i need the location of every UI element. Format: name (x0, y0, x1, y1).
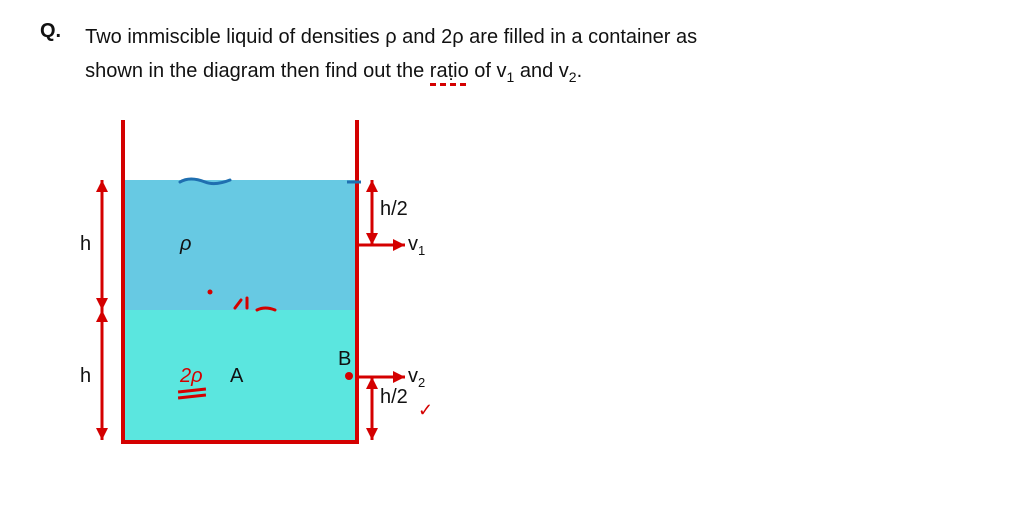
q-ratio: raṭio (430, 60, 469, 82)
label-rho-bottom: 2ρ (180, 365, 203, 388)
label-A: A (230, 365, 243, 388)
diagram-svg (40, 120, 460, 460)
q-line2a: shown in the diagram then find out the (85, 60, 430, 82)
v2-text: v (408, 365, 418, 387)
q-line2end: . (577, 60, 583, 82)
question-text: Two immiscible liquid of densities ρ and… (85, 20, 697, 90)
diagram: h h ρ 2ρ A B h/2 h/2 ✓ v1 v2 (40, 120, 460, 460)
v1-sub: 1 (418, 243, 425, 258)
v1-text: v (408, 233, 418, 255)
q-line2c: and v (514, 60, 568, 82)
h2-tick-icon: ✓ (418, 400, 433, 421)
q-line2b: of v (469, 60, 507, 82)
label-h2-bottom-text: h/2 (380, 386, 408, 408)
question-block: Q. Two immiscible liquid of densities ρ … (40, 20, 984, 90)
question-label: Q. (40, 20, 61, 90)
label-h2-bottom: h/2 ✓ (380, 386, 408, 409)
v2-sub: 2 (418, 375, 425, 390)
label-h2-top: h/2 (380, 198, 408, 221)
q-line1: Two immiscible liquid of densities ρ and… (85, 26, 697, 48)
label-rho-bottom-text: 2ρ (180, 365, 203, 387)
label-h-upper: h (80, 233, 91, 256)
label-h-lower: h (80, 365, 91, 388)
label-rho-top: ρ (180, 233, 191, 256)
q-sub2: 2 (569, 69, 577, 85)
point-B-icon (345, 372, 353, 380)
label-v1: v1 (408, 233, 425, 258)
label-B: B (338, 348, 351, 371)
label-v2: v2 (408, 365, 425, 390)
